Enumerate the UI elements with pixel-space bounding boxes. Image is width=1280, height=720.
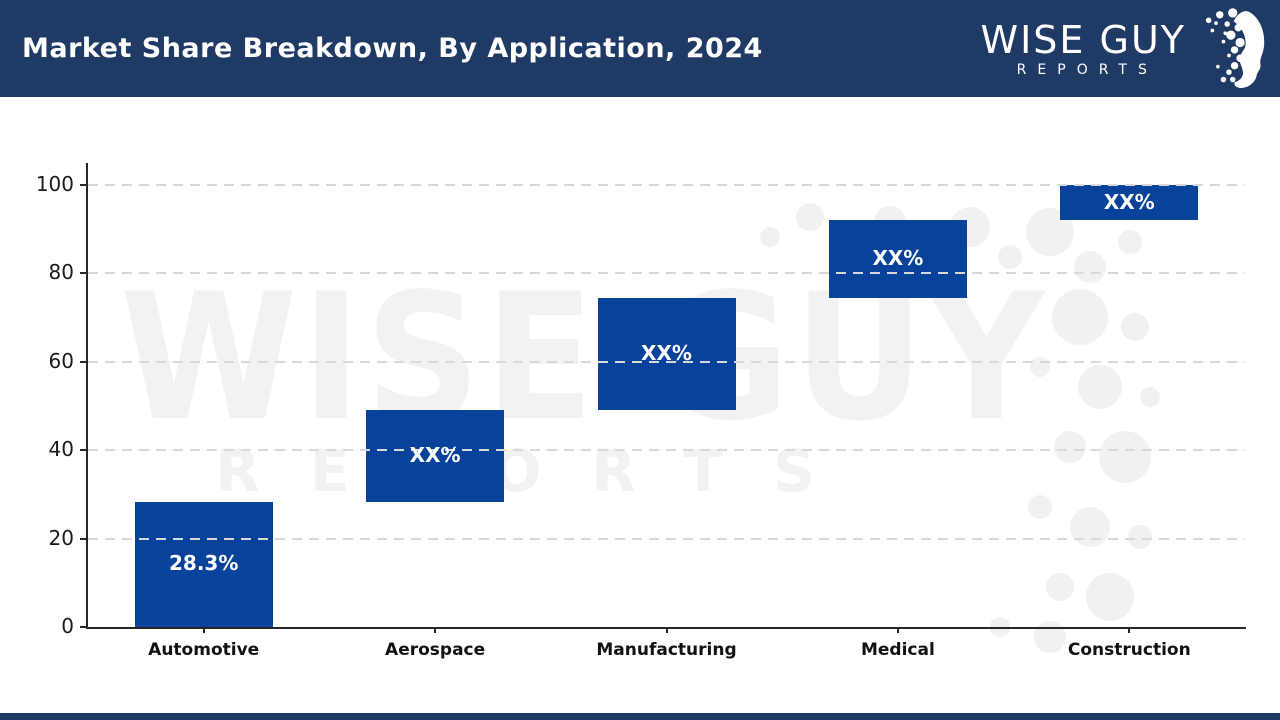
y-tick — [80, 184, 86, 187]
wiseguy-face-icon — [1205, 8, 1265, 89]
y-tick — [80, 537, 86, 540]
y-tick-label: 0 — [61, 614, 74, 638]
gridline-80 — [88, 272, 1245, 275]
y-axis-line — [86, 163, 88, 629]
x-tick — [202, 627, 205, 633]
brand-logo: WISE GUY REPORTS — [981, 6, 1266, 92]
bar-value-label: XX% — [1103, 189, 1155, 214]
watermark-subtitle-text: REPORTS — [215, 437, 865, 505]
x-category-label: Construction — [1067, 640, 1191, 660]
y-tick-label: 40 — [48, 437, 74, 462]
x-category-label: Medical — [860, 640, 935, 660]
y-tick-label: 20 — [48, 525, 74, 550]
x-tick — [896, 627, 899, 633]
gridline-60 — [88, 360, 1245, 363]
gridline-20 — [88, 537, 1245, 540]
bar-automotive — [134, 501, 273, 627]
bar-value-label: 28.3% — [168, 551, 239, 576]
x-tick — [434, 627, 437, 633]
x-category-label: Manufacturing — [596, 640, 737, 660]
bar-construction — [1060, 185, 1199, 221]
y-tick-label: 100 — [35, 172, 74, 197]
brand-subtitle: REPORTS — [1016, 62, 1158, 78]
y-tick — [80, 626, 86, 628]
x-tick — [665, 627, 668, 633]
bar-medical — [828, 220, 967, 298]
bar-aerospace — [366, 410, 505, 502]
y-tick — [80, 272, 86, 275]
brand-name: WISE GUY — [980, 18, 1186, 62]
page-title: Market Share Breakdown, By Application, … — [22, 33, 763, 64]
bar-value-label: XX% — [641, 341, 692, 366]
y-tick — [80, 449, 86, 452]
gridline-40 — [88, 449, 1245, 452]
x-axis-line — [86, 627, 1246, 629]
bar-manufacturing — [597, 297, 736, 411]
gridline-100 — [88, 184, 1245, 187]
bar-value-label: XX% — [409, 443, 461, 468]
header: Market Share Breakdown, By Application, … — [0, 0, 1280, 97]
brand-logo-text: WISE GUY REPORTS — [981, 20, 1186, 78]
y-tick-label: 80 — [48, 260, 74, 285]
x-category-label: Automotive — [148, 640, 260, 660]
y-tick — [80, 360, 86, 363]
y-tick-label: 60 — [48, 348, 74, 373]
x-category-label: Aerospace — [385, 640, 486, 660]
x-tick — [1128, 627, 1131, 633]
bar-value-label: XX% — [872, 246, 924, 271]
footer-bar — [0, 713, 1280, 720]
